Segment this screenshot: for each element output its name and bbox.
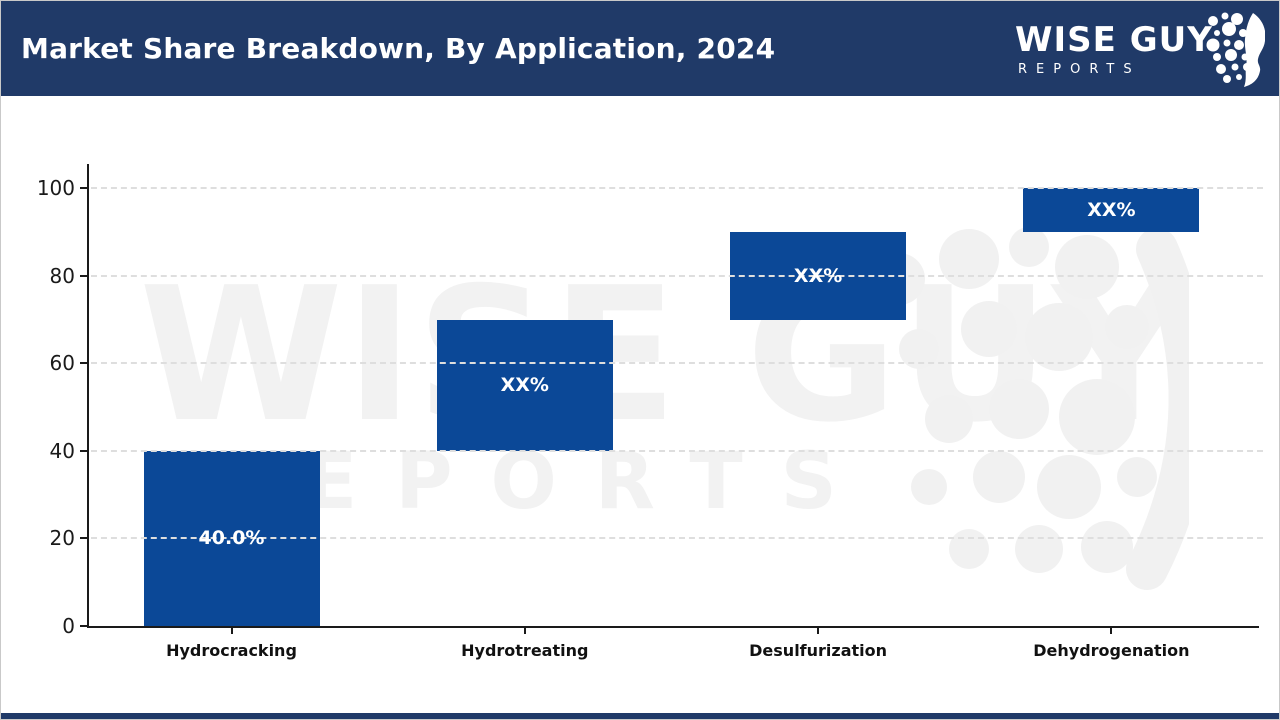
wise-guy-reports-logo: WISE GUY REPORTS — [1015, 9, 1265, 89]
logo-graphic: WISE GUY REPORTS — [1015, 12, 1265, 87]
gridline-y-20 — [91, 537, 1263, 540]
y-tick-label-0: 0 — [62, 614, 75, 638]
x-category-label-hydrotreating: Hydrotreating — [461, 641, 589, 660]
logo-subtitle: REPORTS — [1018, 62, 1141, 77]
bar-value-label-hydrocracking: 40.0% — [198, 527, 265, 550]
bar-hydrotreating — [436, 319, 613, 451]
x-category-label-dehydrogenation: Dehydrogenation — [1033, 641, 1190, 660]
x-tick-1 — [523, 628, 526, 634]
bar-value-label-desulfurization: XX% — [793, 264, 843, 287]
y-tick-label-80: 80 — [49, 263, 75, 288]
y-tick-label-20: 20 — [49, 526, 75, 551]
y-tick-label-60: 60 — [49, 351, 75, 376]
bar-dehydrogenation — [1023, 188, 1200, 233]
x-axis-line — [87, 626, 1259, 628]
y-tick-20 — [80, 537, 89, 540]
header-bar: Market Share Breakdown, By Application, … — [1, 1, 1279, 96]
bar-value-label-dehydrogenation: XX% — [1087, 199, 1136, 222]
gridline-y-40 — [91, 449, 1263, 452]
y-tick-80 — [80, 274, 89, 277]
x-tick-3 — [1110, 628, 1113, 634]
y-tick-label-40: 40 — [49, 438, 75, 463]
y-tick-40 — [80, 449, 89, 452]
footer-bar — [1, 713, 1279, 719]
y-axis-line — [87, 164, 89, 628]
y-tick-0 — [80, 625, 89, 627]
x-tick-2 — [817, 628, 820, 634]
y-tick-60 — [80, 362, 89, 365]
logo-wordmark: WISE GUY — [1015, 20, 1213, 60]
y-tick-label-100: 100 — [36, 176, 75, 201]
logo-dotted-face-icon — [1206, 12, 1265, 87]
x-category-label-desulfurization: Desulfurization — [749, 641, 888, 660]
gridline-y-80 — [91, 274, 1263, 277]
page-title: Market Share Breakdown, By Application, … — [21, 32, 776, 65]
gridline-y-100 — [91, 187, 1263, 190]
x-tick-0 — [230, 628, 233, 634]
gridline-y-60 — [91, 362, 1263, 365]
x-category-label-hydrocracking: Hydrocracking — [166, 641, 297, 660]
y-tick-100 — [80, 187, 89, 190]
bar-value-label-hydrotreating: XX% — [500, 374, 549, 397]
